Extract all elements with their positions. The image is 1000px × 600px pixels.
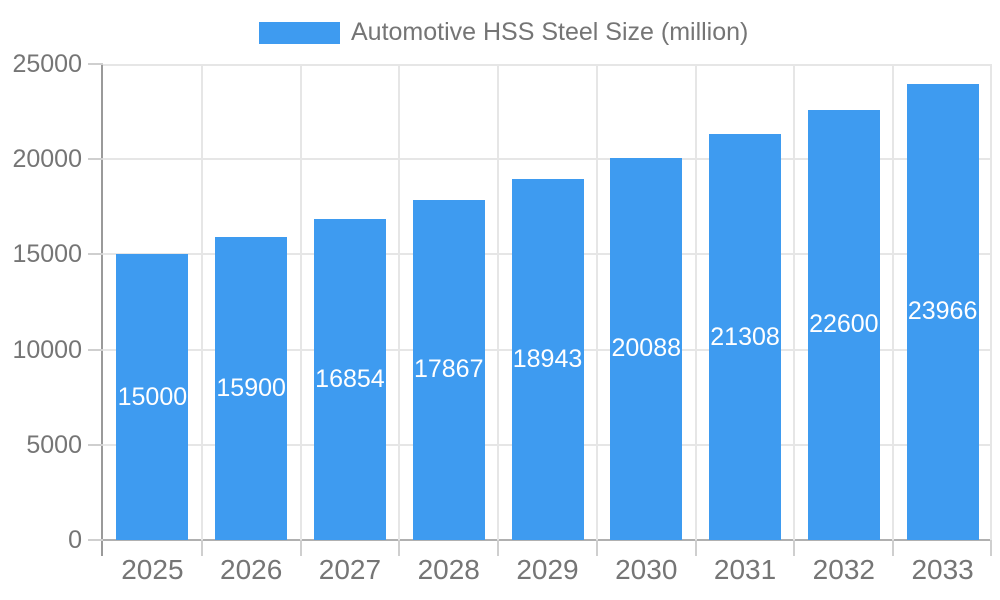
gridline-x-5 (595, 64, 598, 540)
y-axis-label-0: 0 (68, 526, 82, 554)
y-axis-label-15000: 15000 (12, 240, 82, 269)
bar-2025[interactable]: 15000 (116, 254, 189, 540)
bar-2026[interactable]: 15900 (215, 237, 288, 540)
legend-label: Automotive HSS Steel Size (million) (351, 18, 749, 46)
bar-2032[interactable]: 22600 (807, 109, 880, 540)
bar-value-label: 15000 (117, 382, 188, 411)
x-axis-label-2026: 2026 (220, 554, 283, 585)
x-axis-label-2031: 2031 (713, 554, 777, 585)
y-axis-tick (88, 348, 103, 351)
bar-value-label: 18943 (512, 345, 583, 374)
x-axis-label-2028: 2028 (417, 554, 480, 585)
x-axis-tick (793, 540, 796, 556)
bar-value-label: 15900 (216, 374, 286, 403)
y-axis-line (101, 64, 103, 556)
bar-2031[interactable]: 21308 (709, 134, 782, 540)
bar-value-label: 20088 (611, 334, 682, 363)
bar-2033[interactable]: 23966 (906, 83, 979, 540)
gridline-x-4 (497, 64, 500, 540)
gridline-x-7 (793, 64, 796, 540)
x-axis-label-2025: 2025 (121, 554, 184, 585)
plot-area: 15000 15900 16854 17867 18943 20088 21308 22600… (103, 64, 992, 541)
gridline-y-0 (103, 539, 992, 541)
x-axis-label-2030: 2030 (615, 554, 678, 585)
bar-value-label: 22600 (809, 310, 879, 339)
y-axis-tick (88, 253, 103, 256)
bar-2028[interactable]: 17867 (412, 199, 485, 540)
x-axis-tick (200, 540, 203, 556)
y-axis-label-10000: 10000 (12, 335, 82, 364)
y-axis-label-20000: 20000 (12, 145, 82, 174)
gridline-x-8 (892, 64, 895, 540)
x-axis-label-2029: 2029 (516, 554, 579, 585)
y-axis-tick (88, 539, 103, 541)
y-axis-label-5000: 5000 (26, 430, 82, 459)
y-axis-tick (88, 158, 103, 161)
y-axis-tick (88, 443, 103, 446)
bar-2027[interactable]: 16854 (313, 219, 386, 540)
gridline-y-25000 (103, 64, 992, 66)
y-axis-tick (88, 63, 103, 65)
x-axis-tick (497, 540, 500, 556)
gridline-x-6 (694, 64, 697, 540)
x-axis-tick (694, 540, 697, 556)
bar-value-label: 17867 (413, 355, 484, 384)
bar-value-label: 16854 (315, 365, 385, 394)
legend-swatch-icon (259, 21, 340, 44)
bar-2029[interactable]: 18943 (511, 179, 584, 540)
x-axis-tick (398, 540, 401, 556)
x-axis-tick (990, 540, 992, 556)
y-axis-label-25000: 25000 (12, 50, 82, 78)
bar-value-label: 21308 (710, 322, 780, 351)
gridline-x-1 (200, 64, 203, 540)
gridline-x-9 (990, 64, 992, 540)
x-axis-tick (299, 540, 302, 556)
bar-2030[interactable]: 20088 (610, 157, 683, 540)
gridline-x-2 (299, 64, 302, 540)
bar-value-label: 23966 (907, 297, 978, 326)
legend-item[interactable]: Automotive HSS Steel Size (million) (259, 18, 749, 46)
gridline-y-20000 (103, 158, 992, 161)
x-axis-label-2032: 2032 (812, 554, 875, 585)
gridline-x-3 (398, 64, 401, 540)
x-axis-tick (595, 540, 598, 556)
x-axis-tick (892, 540, 895, 556)
x-axis-label-2033: 2033 (911, 554, 974, 585)
x-axis-label-2027: 2027 (318, 554, 382, 585)
